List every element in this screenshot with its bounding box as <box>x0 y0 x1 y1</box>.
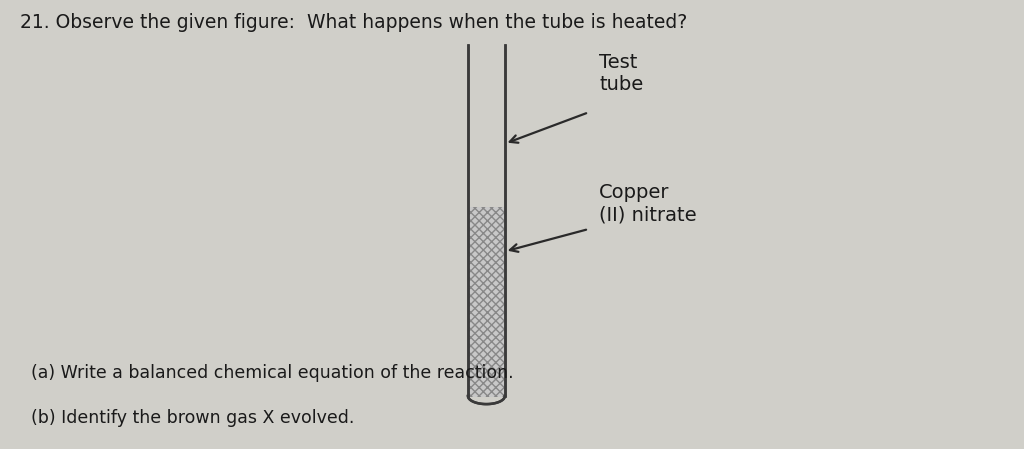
Text: (a) Write a balanced chemical equation of the reaction.: (a) Write a balanced chemical equation o… <box>31 364 513 382</box>
Text: (b) Identify the brown gas X evolved.: (b) Identify the brown gas X evolved. <box>31 409 354 427</box>
Text: Test
tube: Test tube <box>599 53 643 94</box>
Text: Copper
(II) nitrate: Copper (II) nitrate <box>599 184 696 224</box>
Text: 21. Observe the given figure:  What happens when the tube is heated?: 21. Observe the given figure: What happe… <box>20 13 688 32</box>
Bar <box>469 207 504 397</box>
